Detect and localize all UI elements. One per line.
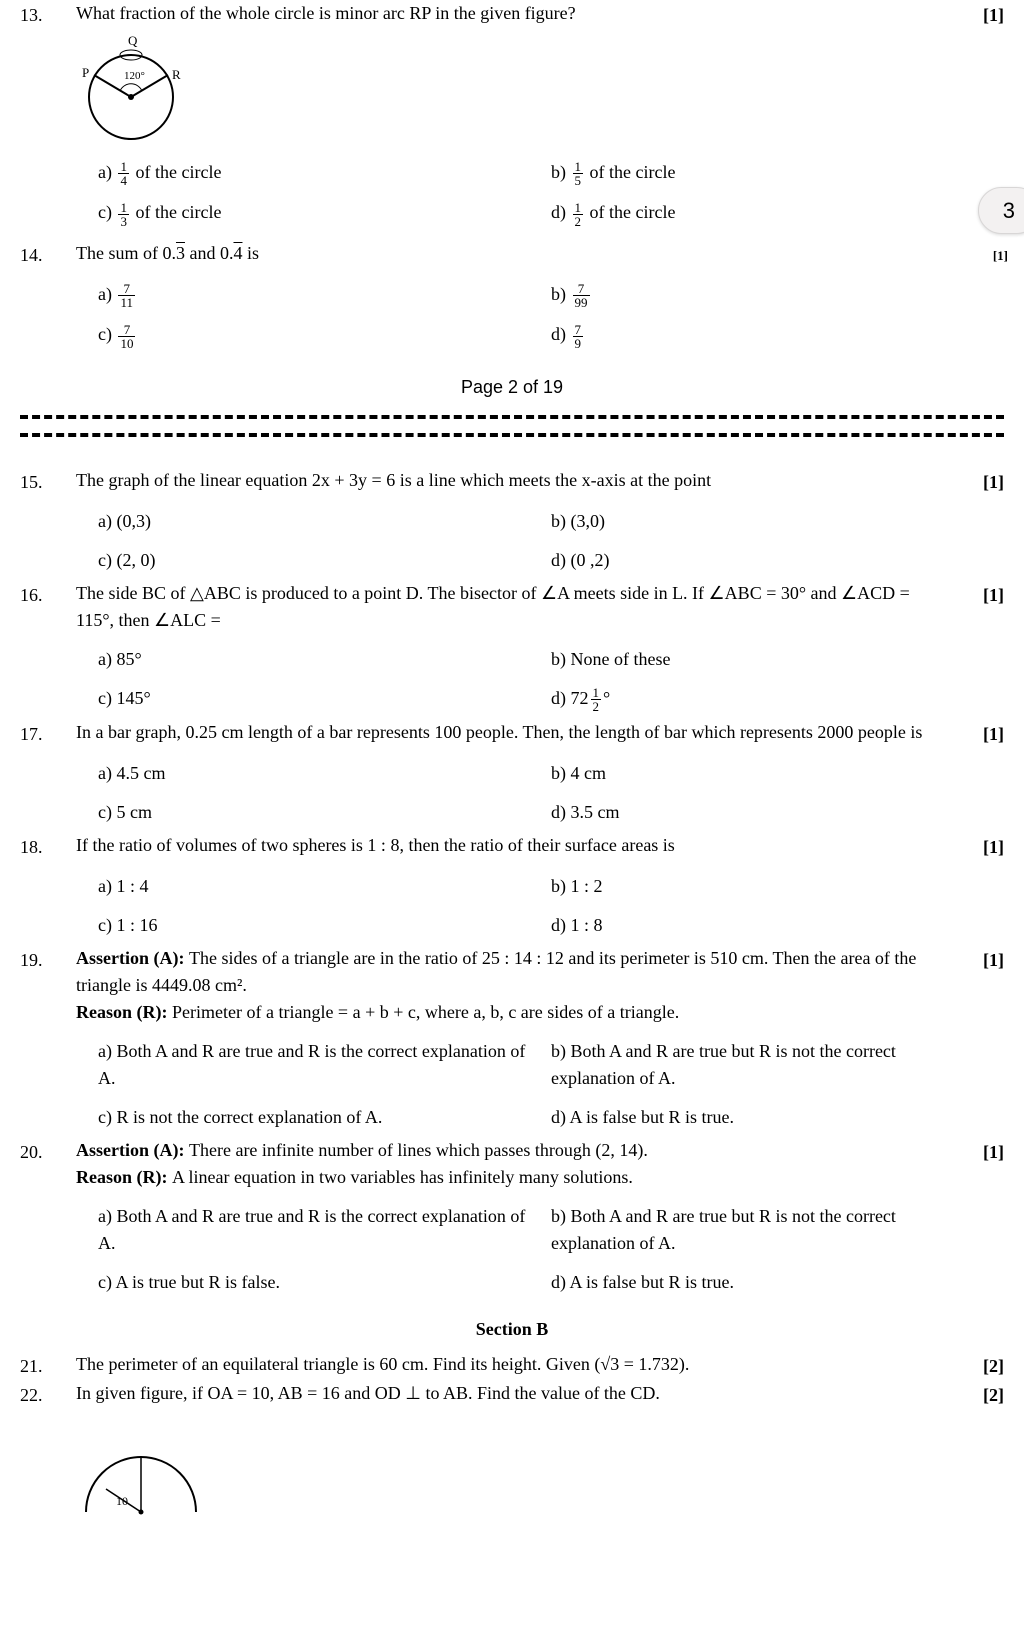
q17-text: In a bar graph, 0.25 cm length of a bar …: [76, 719, 934, 746]
q20-options: a) Both A and R are true and R is the co…: [98, 1197, 1004, 1302]
q20-assertion-label: Assertion (A):: [76, 1140, 189, 1160]
q13-number: 13.: [20, 0, 76, 29]
q20-reason: A linear equation in two variables has i…: [172, 1167, 633, 1187]
q13-text: What fraction of the whole circle is min…: [76, 0, 934, 27]
q19-opt-b: b) Both A and R are true but R is not th…: [551, 1032, 1004, 1098]
q20-number: 20.: [20, 1137, 76, 1166]
q13-figure: 120° P Q R: [76, 27, 196, 147]
q19-number: 19.: [20, 945, 76, 974]
q18-text: If the ratio of volumes of two spheres i…: [76, 832, 934, 859]
q18-opt-d: d) 1 : 8: [551, 906, 1004, 945]
q19-reason-label: Reason (R):: [76, 1002, 172, 1022]
page-divider-1: [20, 415, 1004, 419]
q13-opt-c: c) 13 of the circle: [98, 193, 551, 233]
page-number: Page 2 of 19: [20, 374, 1004, 401]
q17-opt-b: b) 4 cm: [551, 754, 1004, 793]
q19-reason: Perimeter of a triangle = a + b + c, whe…: [172, 1002, 679, 1022]
svg-text:Q: Q: [128, 33, 138, 48]
q20-reason-label: Reason (R):: [76, 1167, 172, 1187]
q18-opt-a: a) 1 : 4: [98, 867, 551, 906]
question-13: 13. What fraction of the whole circle is…: [20, 0, 1004, 147]
q20-opt-b: b) Both A and R are true but R is not th…: [551, 1197, 1004, 1263]
q14-number: 14.: [20, 240, 76, 269]
q15-opt-a: a) (0,3): [98, 502, 551, 541]
q14-marks: [1]: [938, 244, 1008, 266]
q18-marks: [1]: [934, 832, 1004, 861]
question-19: 19. Assertion (A): The sides of a triang…: [20, 945, 1004, 1026]
q16-opt-c: c) 145°: [98, 679, 551, 719]
q13-opt-d: d) 12 of the circle 3: [551, 193, 1004, 233]
q19-assertion: The sides of a triangle are in the ratio…: [76, 948, 916, 995]
q14-options: a) 711 b) 799 c) 710 d) 79: [98, 275, 1004, 356]
q19-options: a) Both A and R are true and R is the co…: [98, 1032, 1004, 1137]
q17-opt-c: c) 5 cm: [98, 793, 551, 832]
q18-opt-c: c) 1 : 16: [98, 906, 551, 945]
q19-opt-d: d) A is false but R is true.: [551, 1098, 1004, 1137]
q13-marks: [1]: [934, 0, 1004, 29]
q21-text: The perimeter of an equilateral triangle…: [76, 1351, 934, 1378]
q17-marks: [1]: [934, 719, 1004, 748]
q16-options: a) 85° b) None of these c) 145° d) 7212°: [98, 640, 1004, 719]
question-22: 22. In given figure, if OA = 10, AB = 16…: [20, 1380, 1004, 1517]
svg-text:R: R: [172, 67, 181, 82]
question-18: 18. If the ratio of volumes of two spher…: [20, 832, 1004, 861]
question-14: 14. The sum of 0.3 and 0.4 is [1]: [20, 240, 1004, 269]
q16-opt-a: a) 85°: [98, 640, 551, 679]
q15-opt-c: c) (2, 0): [98, 541, 551, 580]
q16-number: 16.: [20, 580, 76, 609]
q19-opt-c: c) R is not the correct explanation of A…: [98, 1098, 551, 1137]
q16-text: The side BC of △ABC is produced to a poi…: [76, 580, 934, 634]
q18-number: 18.: [20, 832, 76, 861]
svg-text:10: 10: [116, 1494, 128, 1508]
q17-number: 17.: [20, 719, 76, 748]
q22-figure: 10: [76, 1417, 206, 1517]
q21-marks: [2]: [934, 1351, 1004, 1380]
q15-text: The graph of the linear equation 2x + 3y…: [76, 467, 934, 494]
q14-opt-a: a) 711: [98, 275, 551, 315]
section-b-title: Section B: [20, 1316, 1004, 1343]
q13-options: a) 14 of the circle b) 15 of the circle …: [98, 153, 1004, 234]
q22-text: In given figure, if OA = 10, AB = 16 and…: [76, 1380, 934, 1407]
q19-opt-a: a) Both A and R are true and R is the co…: [98, 1032, 551, 1098]
q21-number: 21.: [20, 1351, 76, 1380]
q16-opt-b: b) None of these: [551, 640, 1004, 679]
q20-opt-c: c) A is true but R is false.: [98, 1263, 551, 1302]
question-16: 16. The side BC of △ABC is produced to a…: [20, 580, 1004, 634]
question-15: 15. The graph of the linear equation 2x …: [20, 467, 1004, 496]
q15-opt-b: b) (3,0): [551, 502, 1004, 541]
question-21: 21. The perimeter of an equilateral tria…: [20, 1351, 1004, 1380]
q16-marks: [1]: [934, 580, 1004, 609]
q15-opt-d: d) (0 ,2): [551, 541, 1004, 580]
q17-opt-a: a) 4.5 cm: [98, 754, 551, 793]
question-20: 20. Assertion (A): There are infinite nu…: [20, 1137, 1004, 1191]
q19-assertion-label: Assertion (A):: [76, 948, 189, 968]
q14-opt-d: d) 79: [551, 315, 1004, 355]
q22-number: 22.: [20, 1380, 76, 1409]
q20-opt-a: a) Both A and R are true and R is the co…: [98, 1197, 551, 1263]
q14-opt-b: b) 799: [551, 275, 1004, 315]
q15-marks: [1]: [934, 467, 1004, 496]
q13-opt-a: a) 14 of the circle: [98, 153, 551, 193]
question-17: 17. In a bar graph, 0.25 cm length of a …: [20, 719, 1004, 748]
q15-options: a) (0,3) b) (3,0) c) (2, 0) d) (0 ,2): [98, 502, 1004, 580]
q18-options: a) 1 : 4 b) 1 : 2 c) 1 : 16 d) 1 : 8: [98, 867, 1004, 945]
q17-opt-d: d) 3.5 cm: [551, 793, 1004, 832]
q14-opt-c: c) 710: [98, 315, 551, 355]
q20-marks: [1]: [934, 1137, 1004, 1166]
side-button[interactable]: 3: [978, 187, 1024, 234]
svg-text:120°: 120°: [124, 70, 145, 82]
q15-number: 15.: [20, 467, 76, 496]
q20-assertion: There are infinite number of lines which…: [189, 1140, 648, 1160]
q22-marks: [2]: [934, 1380, 1004, 1409]
svg-text:P: P: [82, 65, 89, 80]
q19-marks: [1]: [934, 945, 1004, 974]
q17-options: a) 4.5 cm b) 4 cm c) 5 cm d) 3.5 cm: [98, 754, 1004, 832]
page-divider-2: [20, 433, 1004, 437]
q13-opt-b: b) 15 of the circle: [551, 153, 1004, 193]
q20-opt-d: d) A is false but R is true.: [551, 1263, 1004, 1302]
q16-opt-d: d) 7212°: [551, 679, 1004, 719]
q18-opt-b: b) 1 : 2: [551, 867, 1004, 906]
